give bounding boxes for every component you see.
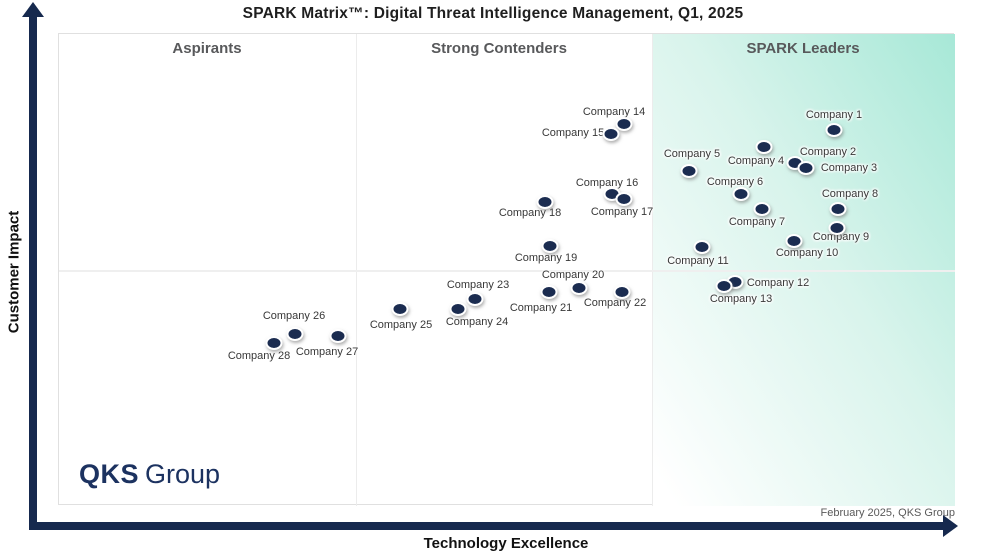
data-point-label: Company 16: [575, 177, 639, 189]
data-point-company-21: [540, 285, 558, 299]
zone-label-strong-contenders: Strong Contenders: [431, 40, 567, 57]
y-axis-label: Customer Impact: [5, 210, 23, 334]
data-point-label: Company 20: [541, 269, 605, 281]
data-point-company-1: [825, 123, 843, 137]
data-point-label: Company 28: [227, 350, 291, 362]
zone-label-aspirants: Aspirants: [172, 40, 242, 57]
midline-divider: [59, 270, 955, 272]
data-point-label: Company 3: [820, 162, 878, 174]
data-point-label: Company 5: [663, 148, 721, 160]
data-point-label: Company 26: [262, 310, 326, 322]
data-point-company-20: [570, 281, 588, 295]
x-axis-label: Technology Excellence: [423, 535, 589, 552]
data-point-label: Company 14: [582, 106, 646, 118]
data-point-company-9: [828, 221, 846, 235]
data-point-label: Company 15: [541, 127, 605, 139]
data-point-company-19: [541, 239, 559, 253]
data-point-label: Company 13: [709, 293, 773, 305]
plot-area: Aspirants Strong Contenders SPARK Leader…: [58, 33, 955, 506]
y-axis-line: [29, 16, 37, 530]
data-point-company-8: [829, 202, 847, 216]
attribution-text: February 2025, QKS Group: [820, 507, 955, 519]
data-point-company-14: [615, 117, 633, 131]
data-point-label: Company 27: [295, 346, 359, 358]
data-point-company-23: [466, 292, 484, 306]
data-point-label: Company 1: [805, 109, 863, 121]
data-point-label: Company 4: [727, 155, 785, 167]
data-point-label: Company 2: [799, 146, 857, 158]
data-point-company-3: [797, 161, 815, 175]
data-point-label: Company 18: [498, 207, 562, 219]
data-point-company-22: [613, 285, 631, 299]
y-axis-arrow-icon: [22, 2, 44, 17]
data-point-label: Company 23: [446, 279, 510, 291]
data-point-label: Company 11: [667, 255, 729, 267]
data-point-company-25: [391, 302, 409, 316]
data-point-label: Company 12: [746, 277, 810, 289]
data-point-company-18: [536, 195, 554, 209]
data-point-company-5: [680, 164, 698, 178]
data-point-company-26: [286, 327, 304, 341]
logo-regular-text: Group: [145, 459, 221, 489]
data-point-company-27: [329, 329, 347, 343]
data-point-label: Company 25: [369, 319, 433, 331]
x-axis-arrow-icon: [943, 515, 958, 537]
qks-group-logo: QKS Group: [79, 459, 220, 490]
data-point-company-7: [753, 202, 771, 216]
logo-bold-text: QKS: [79, 459, 140, 489]
data-point-label: Company 8: [821, 188, 879, 200]
data-point-label: Company 19: [514, 252, 578, 264]
data-point-label: Company 17: [590, 206, 654, 218]
data-point-label: Company 6: [706, 176, 764, 188]
data-point-label: Company 7: [728, 216, 786, 228]
data-point-company-11: [693, 240, 711, 254]
data-point-company-13: [715, 279, 733, 293]
data-point-company-10: [785, 234, 803, 248]
data-point-label: Company 10: [775, 247, 839, 259]
data-point-label: Company 21: [509, 302, 573, 314]
data-point-company-17: [615, 192, 633, 206]
data-point-company-6: [732, 187, 750, 201]
data-point-company-24: [449, 302, 467, 316]
data-point-label: Company 24: [445, 316, 509, 328]
chart-title: SPARK Matrix™: Digital Threat Intelligen…: [242, 5, 744, 22]
data-point-label: Company 22: [583, 297, 647, 309]
data-point-company-15: [602, 127, 620, 141]
data-point-label: Company 9: [812, 231, 870, 243]
data-point-company-28: [265, 336, 283, 350]
data-point-company-4: [755, 140, 773, 154]
zone-label-spark-leaders: SPARK Leaders: [746, 40, 860, 57]
x-axis-line: [29, 522, 945, 530]
